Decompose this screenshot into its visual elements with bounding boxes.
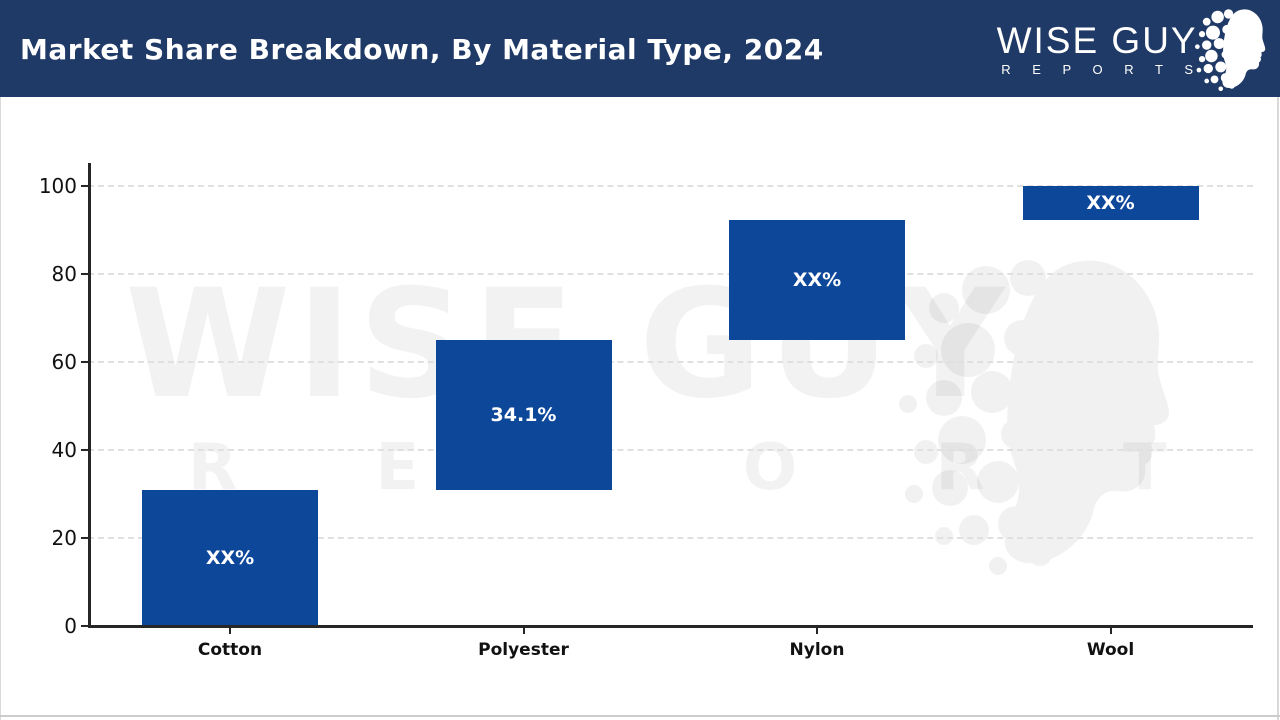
y-tick-label: 0 xyxy=(64,614,77,638)
bar-label-cotton: XX% xyxy=(205,546,255,569)
bar-nylon: XX% xyxy=(729,220,905,340)
y-tick-mark xyxy=(81,361,88,363)
gridline-y80 xyxy=(88,273,1253,275)
x-axis-line xyxy=(88,625,1253,628)
x-axis-label-wool: Wool xyxy=(1086,640,1135,660)
y-tick-mark xyxy=(81,449,88,451)
x-tick-mark xyxy=(1109,627,1112,634)
watermark-face-dots-icon xyxy=(872,218,1172,608)
bar-label-nylon: XX% xyxy=(792,268,842,291)
y-tick-mark xyxy=(81,185,88,187)
logo-wiseguy-text: WISE GUY xyxy=(996,20,1198,61)
bar-wool: XX% xyxy=(1022,186,1199,221)
x-axis-label-cotton: Cotton xyxy=(197,640,263,660)
chart-title: Market Share Breakdown, By Material Type… xyxy=(20,33,824,66)
bar-label-wool: XX% xyxy=(1086,192,1135,215)
page-bottom-border xyxy=(0,715,1280,717)
bar-label-polyester: 34.1% xyxy=(490,403,557,426)
y-axis-line xyxy=(88,163,91,627)
page-right-border xyxy=(1277,97,1279,720)
report-header: Market Share Breakdown, By Material Type… xyxy=(0,0,1280,97)
bar-cotton: XX% xyxy=(142,489,318,626)
gridline-y20 xyxy=(88,537,1253,539)
y-tick-mark xyxy=(81,537,88,539)
gridline-y60 xyxy=(88,361,1253,363)
y-tick-label: 80 xyxy=(51,262,77,286)
page-left-border xyxy=(0,97,1,720)
logo-face-dots-icon xyxy=(1188,6,1266,92)
y-tick-label: 20 xyxy=(51,526,77,550)
wise-guy-reports-logo: WISE GUY R E P O R T S xyxy=(992,6,1266,92)
y-tick-mark xyxy=(81,625,88,627)
y-tick-label: 60 xyxy=(51,350,77,374)
logo-text: WISE GUY R E P O R T S xyxy=(992,22,1202,76)
y-tick-label: 100 xyxy=(38,174,77,198)
gridline-y100 xyxy=(88,185,1253,187)
x-tick-mark xyxy=(229,627,231,634)
x-tick-mark xyxy=(522,627,525,634)
gridline-y40 xyxy=(88,449,1253,451)
x-axis-label-nylon: Nylon xyxy=(789,640,845,660)
y-tick-label: 40 xyxy=(51,438,77,462)
x-tick-mark xyxy=(816,627,818,634)
bar-polyester: 34.1% xyxy=(435,339,612,490)
logo-reports-text: R E P O R T S xyxy=(1001,62,1202,77)
x-axis-label-polyester: Polyester xyxy=(478,640,569,660)
y-tick-mark xyxy=(81,273,88,275)
